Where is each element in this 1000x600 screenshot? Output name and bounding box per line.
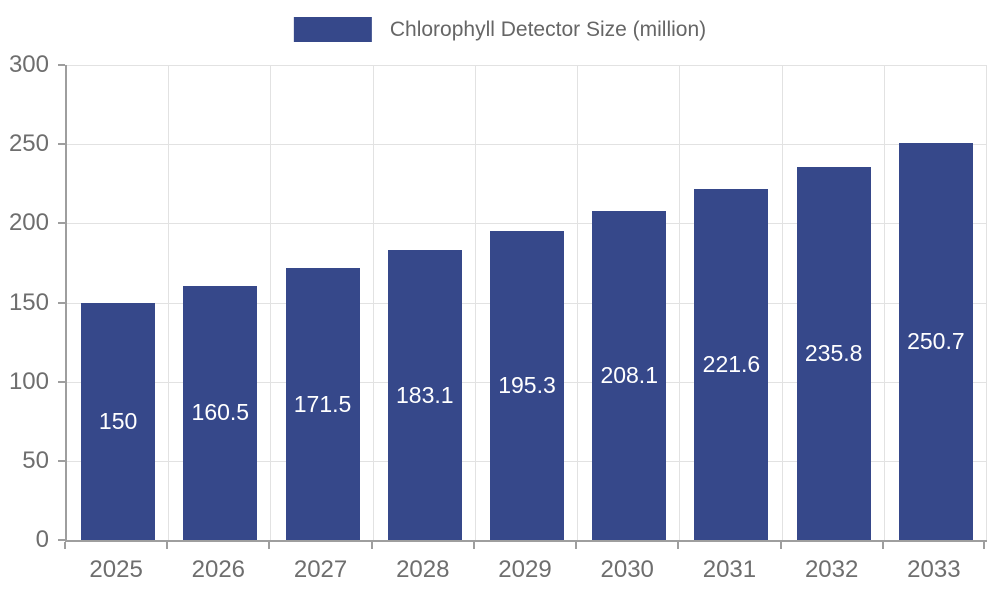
bar-value-label-2033: 250.7 xyxy=(907,328,965,355)
y-axis-tick xyxy=(58,222,65,225)
x-tick-label-2031: 2031 xyxy=(702,556,757,583)
bar-value-label-2029: 195.3 xyxy=(498,371,556,398)
bar-2026: 160.5 xyxy=(183,285,258,540)
x-axis-tick xyxy=(166,542,169,549)
gridline-vertical xyxy=(168,65,170,540)
bar-2027: 171.5 xyxy=(285,268,360,540)
plot-area: 150 160.5 171.5 183.1 195.3 208.1 221.6 235.8 25… xyxy=(65,65,987,542)
x-axis-tick xyxy=(983,542,985,549)
x-axis-tick xyxy=(370,542,373,549)
gridline-vertical xyxy=(577,65,579,540)
bar-value-label-2026: 160.5 xyxy=(191,399,250,426)
gridline-vertical xyxy=(986,65,987,540)
y-axis-tick xyxy=(58,301,65,304)
x-tick-label-2029: 2029 xyxy=(498,556,552,583)
x-axis-tick xyxy=(575,542,578,549)
y-axis-tick xyxy=(58,143,65,146)
x-axis: 2025 2026 2027 2028 2029 2030 2031 2032 2033 xyxy=(64,542,985,600)
gridline-horizontal xyxy=(67,65,987,66)
x-tick-label-2028: 2028 xyxy=(396,556,450,583)
y-tick-label-300: 300 xyxy=(8,51,49,78)
x-tick-label-2025: 2025 xyxy=(89,556,143,583)
bar-value-label-2025: 150 xyxy=(98,407,138,434)
gridline-vertical xyxy=(372,65,374,540)
y-tick-label-0: 0 xyxy=(35,526,49,553)
gridline-vertical xyxy=(781,65,783,540)
gridline-horizontal xyxy=(67,144,987,146)
bar-2029: 195.3 xyxy=(490,230,564,540)
bar-2031: 221.6 xyxy=(694,189,769,540)
legend-label: Chlorophyll Detector Size (million) xyxy=(389,17,707,41)
y-tick-label-250: 250 xyxy=(8,130,49,158)
bar-value-label-2031: 221.6 xyxy=(702,351,761,378)
bar-2032: 235.8 xyxy=(796,166,871,540)
x-axis-tick xyxy=(64,542,66,549)
bar-value-label-2028: 183.1 xyxy=(395,381,454,408)
x-tick-label-2032: 2032 xyxy=(804,556,859,583)
bar-2028: 183.1 xyxy=(387,250,462,540)
y-tick-label-50: 50 xyxy=(22,446,49,474)
x-tick-label-2026: 2026 xyxy=(191,556,246,583)
legend-item[interactable]: Chlorophyll Detector Size (million) xyxy=(293,17,707,42)
gridline-vertical xyxy=(270,65,272,540)
gridline-vertical xyxy=(474,65,476,540)
gridline-vertical xyxy=(679,65,681,540)
x-axis-tick xyxy=(677,542,680,549)
x-tick-label-2033: 2033 xyxy=(907,556,961,583)
x-axis-tick xyxy=(881,542,884,549)
x-tick-label-2027: 2027 xyxy=(293,556,348,583)
y-tick-label-200: 200 xyxy=(8,209,49,237)
bar-2025: 150 xyxy=(81,302,156,540)
x-axis-tick xyxy=(472,542,475,549)
gridline-vertical xyxy=(883,65,885,540)
bar-2030: 208.1 xyxy=(592,210,667,540)
gridline-horizontal xyxy=(67,223,987,225)
y-axis-tick xyxy=(58,539,65,541)
bar-2033: 250.7 xyxy=(898,143,973,540)
y-axis-tick xyxy=(58,64,65,66)
bar-value-label-2030: 208.1 xyxy=(600,361,658,388)
legend-swatch xyxy=(293,17,372,42)
x-axis-tick xyxy=(268,542,271,549)
y-tick-label-100: 100 xyxy=(8,367,49,395)
y-axis: 0 50 100 150 200 250 300 xyxy=(0,51,65,553)
x-axis-tick xyxy=(779,542,782,549)
x-tick-label-2030: 2030 xyxy=(600,556,654,583)
y-axis-tick xyxy=(58,380,65,383)
y-axis-tick xyxy=(58,459,65,462)
y-tick-label-150: 150 xyxy=(8,288,49,316)
bar-value-label-2032: 235.8 xyxy=(804,339,863,366)
bar-value-label-2027: 171.5 xyxy=(293,390,352,417)
